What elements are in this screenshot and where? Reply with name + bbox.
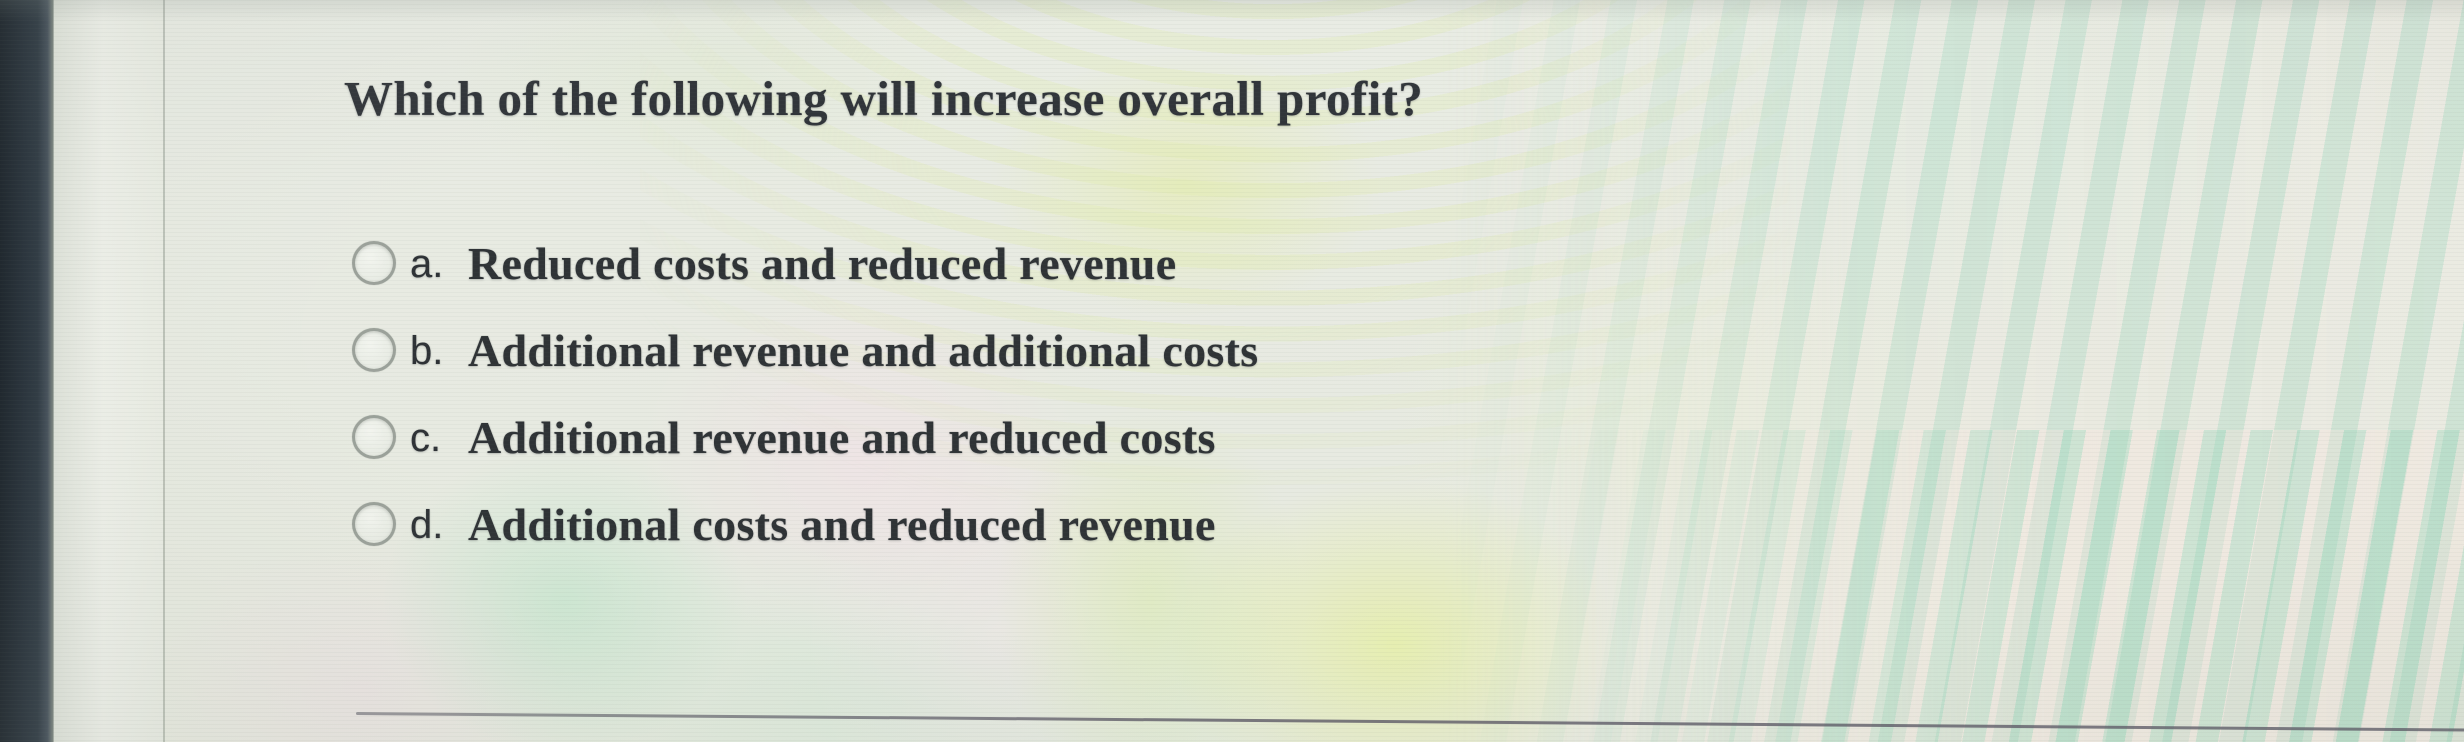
option-text-a: Reduced costs and reduced revenue <box>468 237 1176 290</box>
radio-option-a-icon[interactable] <box>352 241 396 285</box>
option-letter-b: b. <box>410 327 468 374</box>
radio-option-b-icon[interactable] <box>352 328 396 372</box>
option-row-a[interactable]: a. Reduced costs and reduced revenue <box>352 233 1258 293</box>
panel-divider-line <box>163 0 165 742</box>
monitor-left-bezel <box>0 0 54 742</box>
radio-option-c-icon[interactable] <box>352 415 396 459</box>
option-text-b: Additional revenue and additional costs <box>468 324 1258 377</box>
question-title: Which of the following will increase ove… <box>344 70 1423 128</box>
option-letter-a: a. <box>410 240 468 287</box>
page-left-margin <box>54 0 163 742</box>
option-text-d: Additional costs and reduced revenue <box>468 498 1216 551</box>
option-text-c: Additional revenue and reduced costs <box>468 411 1216 464</box>
moire-diagonal-stripes <box>1440 0 2464 742</box>
moire-corner-stripes <box>1550 430 2464 742</box>
option-letter-d: d. <box>410 501 468 548</box>
option-row-b[interactable]: b. Additional revenue and additional cos… <box>352 320 1258 380</box>
option-letter-c: c. <box>410 414 468 461</box>
radio-option-d-icon[interactable] <box>352 502 396 546</box>
options-list: a. Reduced costs and reduced revenue b. … <box>352 233 1258 554</box>
moire-swirl-arcs <box>640 0 1790 500</box>
option-row-d[interactable]: d. Additional costs and reduced revenue <box>352 494 1258 554</box>
option-row-c[interactable]: c. Additional revenue and reduced costs <box>352 407 1258 467</box>
